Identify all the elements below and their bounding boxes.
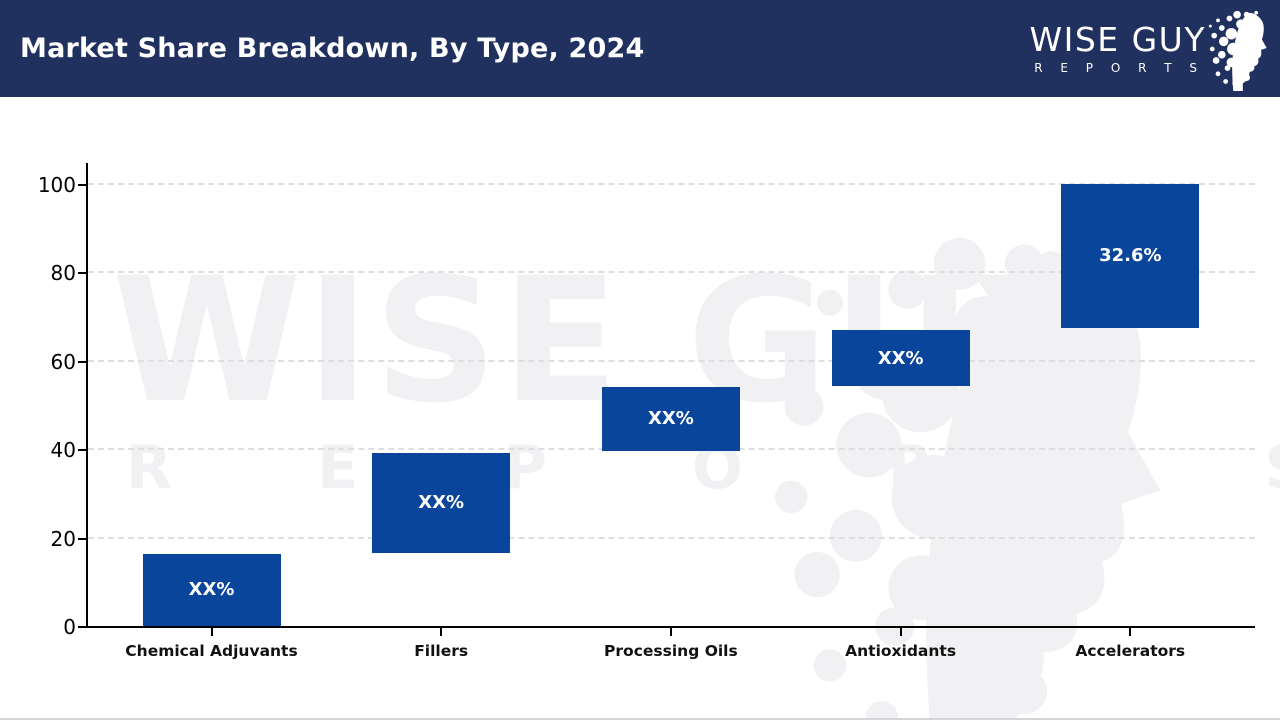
bar-value-label: 32.6%: [1099, 245, 1162, 267]
bar-processing-oils: XX%: [601, 386, 740, 451]
x-tick-2: [669, 628, 672, 636]
y-tick-label-60: 60: [50, 349, 76, 374]
bar-value-label: XX%: [418, 492, 465, 514]
watermark-head-icon: [768, 237, 1161, 718]
y-tick-0: [78, 626, 86, 628]
gridline-80: [88, 271, 1255, 273]
bar-value-label: XX%: [188, 579, 235, 601]
bar-value-label: XX%: [647, 408, 694, 430]
logo-wordmark: WISE GUY R E P O R T S: [1029, 23, 1206, 75]
bar-antioxidants: XX%: [831, 330, 970, 386]
y-tick-label-0: 0: [63, 615, 76, 639]
gridline-20: [88, 536, 1255, 539]
watermark-text: WISE GUY R E P O R T S: [112, 240, 1280, 504]
y-tick-20: [78, 537, 86, 540]
gridline-60: [88, 359, 1255, 362]
x-label-0: Chemical Adjuvants: [125, 642, 298, 660]
x-axis-spine: [86, 626, 1255, 628]
chart-title: Market Share Breakdown, By Type, 2024: [20, 33, 645, 64]
y-tick-label-100: 100: [37, 172, 76, 197]
chart-area: WISE GUY R E P O R T S 0 20 40 60 80 100 Chemi…: [0, 97, 1280, 718]
wiseguy-logo: WISE GUY R E P O R T S: [1029, 7, 1270, 91]
bar-value-label: XX%: [877, 347, 924, 369]
bar-accelerators: 32.6%: [1061, 183, 1200, 328]
x-label-1: Fillers: [414, 642, 469, 660]
plot-area: 0 20 40 60 80 100 Chemical Adjuvants Fillers Pro…: [0, 97, 1280, 718]
x-tick-3: [899, 628, 902, 636]
x-label-2: Processing Oils: [604, 642, 738, 660]
bar-chemical-adjuvants: XX%: [142, 553, 281, 626]
x-tick-1: [440, 628, 443, 636]
header: Market Share Breakdown, By Type, 2024 WI…: [0, 0, 1280, 97]
gridline-100: [88, 182, 1255, 185]
gridline-40: [88, 448, 1255, 450]
x-label-4: Accelerators: [1075, 642, 1186, 660]
watermark-line2: R E P O R T S: [126, 433, 1280, 503]
y-axis-spine: [86, 163, 88, 626]
x-tick-4: [1129, 628, 1132, 636]
bottom-border: [0, 718, 1280, 720]
logo-head-icon: [1208, 10, 1267, 91]
watermark-line1: WISE GUY: [112, 240, 1105, 441]
y-tick-label-20: 20: [50, 526, 76, 551]
y-tick-40: [78, 449, 86, 451]
y-tick-label-40: 40: [50, 438, 76, 462]
y-tick-80: [78, 272, 86, 274]
y-tick-label-80: 80: [50, 261, 76, 285]
y-tick-100: [78, 183, 86, 186]
x-label-3: Antioxidants: [845, 642, 957, 660]
logo-subtitle: R E P O R T S: [1034, 60, 1204, 75]
bar-fillers: XX%: [372, 452, 511, 553]
x-tick-0: [210, 628, 213, 636]
logo-name: WISE GUY: [1029, 19, 1206, 59]
y-tick-60: [78, 360, 86, 363]
